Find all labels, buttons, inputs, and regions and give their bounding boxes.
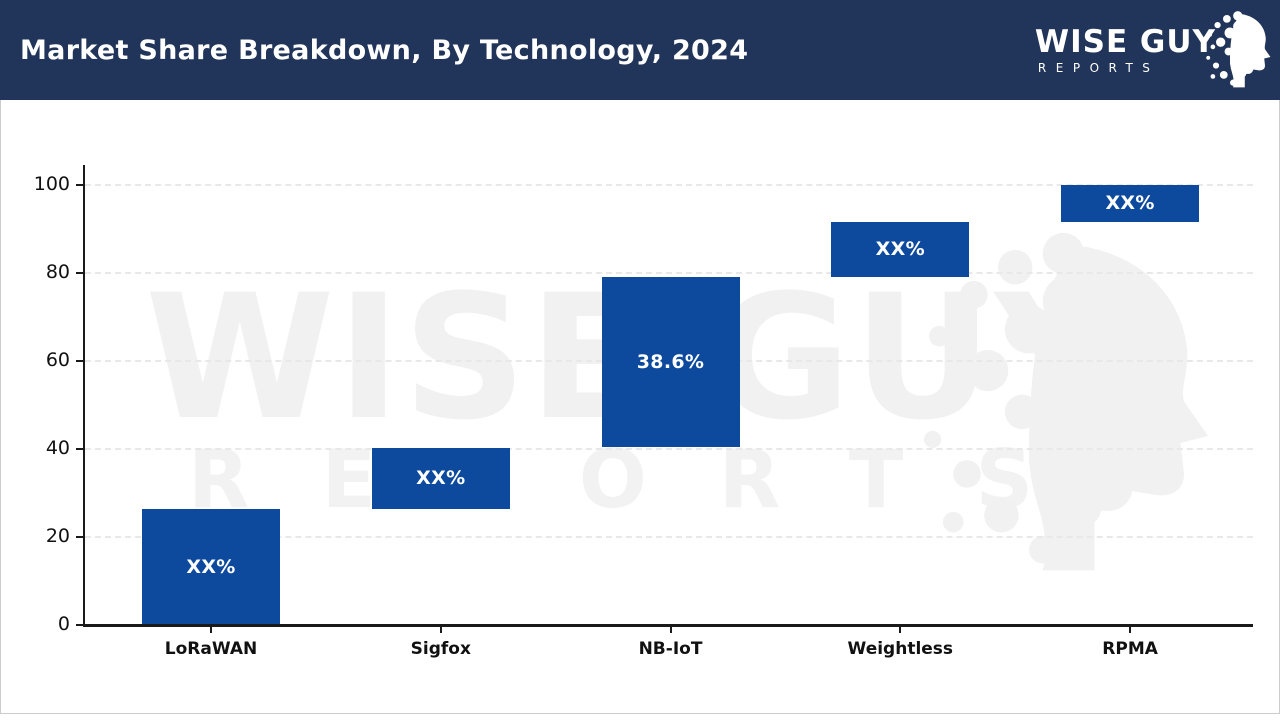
- header-bar: Market Share Breakdown, By Technology, 2…: [0, 0, 1280, 100]
- x-axis-line: [83, 624, 1253, 627]
- x-axis-label-Weightless: Weightless: [847, 639, 954, 659]
- bar-value-label-NB-IoT: 38.6%: [636, 351, 705, 374]
- brand-sub: REPORTS: [1037, 60, 1160, 75]
- x-axis-label-NB-IoT: NB-IoT: [638, 639, 703, 659]
- bar-Sigfox: XX%: [371, 447, 510, 510]
- x-axis-tick-Weightless: [899, 627, 902, 633]
- y-axis-tick-label-80: 80: [45, 261, 70, 283]
- y-axis-tick-label-100: 100: [33, 173, 70, 195]
- gridline-20: [85, 536, 1253, 538]
- page-title: Market Share Breakdown, By Technology, 2…: [20, 34, 749, 66]
- x-axis-label-Sigfox: Sigfox: [410, 639, 471, 659]
- y-axis-tick-40: [76, 448, 84, 450]
- y-axis-tick-label-60: 60: [45, 349, 70, 371]
- watermark-head-icon: [923, 232, 1209, 571]
- gridline-80: [85, 272, 1253, 274]
- x-axis-tick-RPMA: [1129, 627, 1132, 633]
- x-axis-tick-LoRaWAN: [210, 627, 212, 633]
- x-axis-tick-Sigfox: [439, 627, 442, 633]
- bar-RPMA: XX%: [1061, 185, 1200, 222]
- bar-NB-IoT: 38.6%: [601, 277, 740, 448]
- bar-value-label-LoRaWAN: XX%: [186, 556, 236, 579]
- y-axis-tick-80: [76, 272, 84, 274]
- y-axis-tick-20: [76, 536, 84, 538]
- gridline-40: [85, 448, 1253, 450]
- gridline-100: [85, 184, 1253, 186]
- brand-name: WISE GUY: [1034, 23, 1216, 60]
- y-axis-tick-label-20: 20: [45, 525, 70, 547]
- bar-value-label-RPMA: XX%: [1105, 192, 1155, 215]
- y-axis-tick-label-40: 40: [45, 437, 70, 459]
- y-axis-tick-100: [76, 184, 84, 186]
- y-axis-tick-0: [76, 624, 84, 626]
- brand-head-icon: [1206, 11, 1271, 88]
- brand-logo: WISE GUY REPORTS: [1035, 0, 1272, 100]
- bar-value-label-Sigfox: XX%: [416, 467, 466, 490]
- x-axis-label-LoRaWAN: LoRaWAN: [164, 639, 258, 659]
- y-axis-tick-60: [76, 360, 84, 362]
- watermark-reports-text: REPORTS: [188, 433, 1106, 526]
- y-axis-tick-label-0: 0: [57, 613, 70, 635]
- bar-value-label-Weightless: XX%: [875, 238, 925, 261]
- x-axis-tick-NB-IoT: [669, 627, 672, 633]
- y-axis-line: [83, 165, 85, 626]
- bar-LoRaWAN: XX%: [142, 509, 280, 625]
- x-axis-label-RPMA: RPMA: [1102, 639, 1158, 659]
- bar-Weightless: XX%: [831, 221, 970, 277]
